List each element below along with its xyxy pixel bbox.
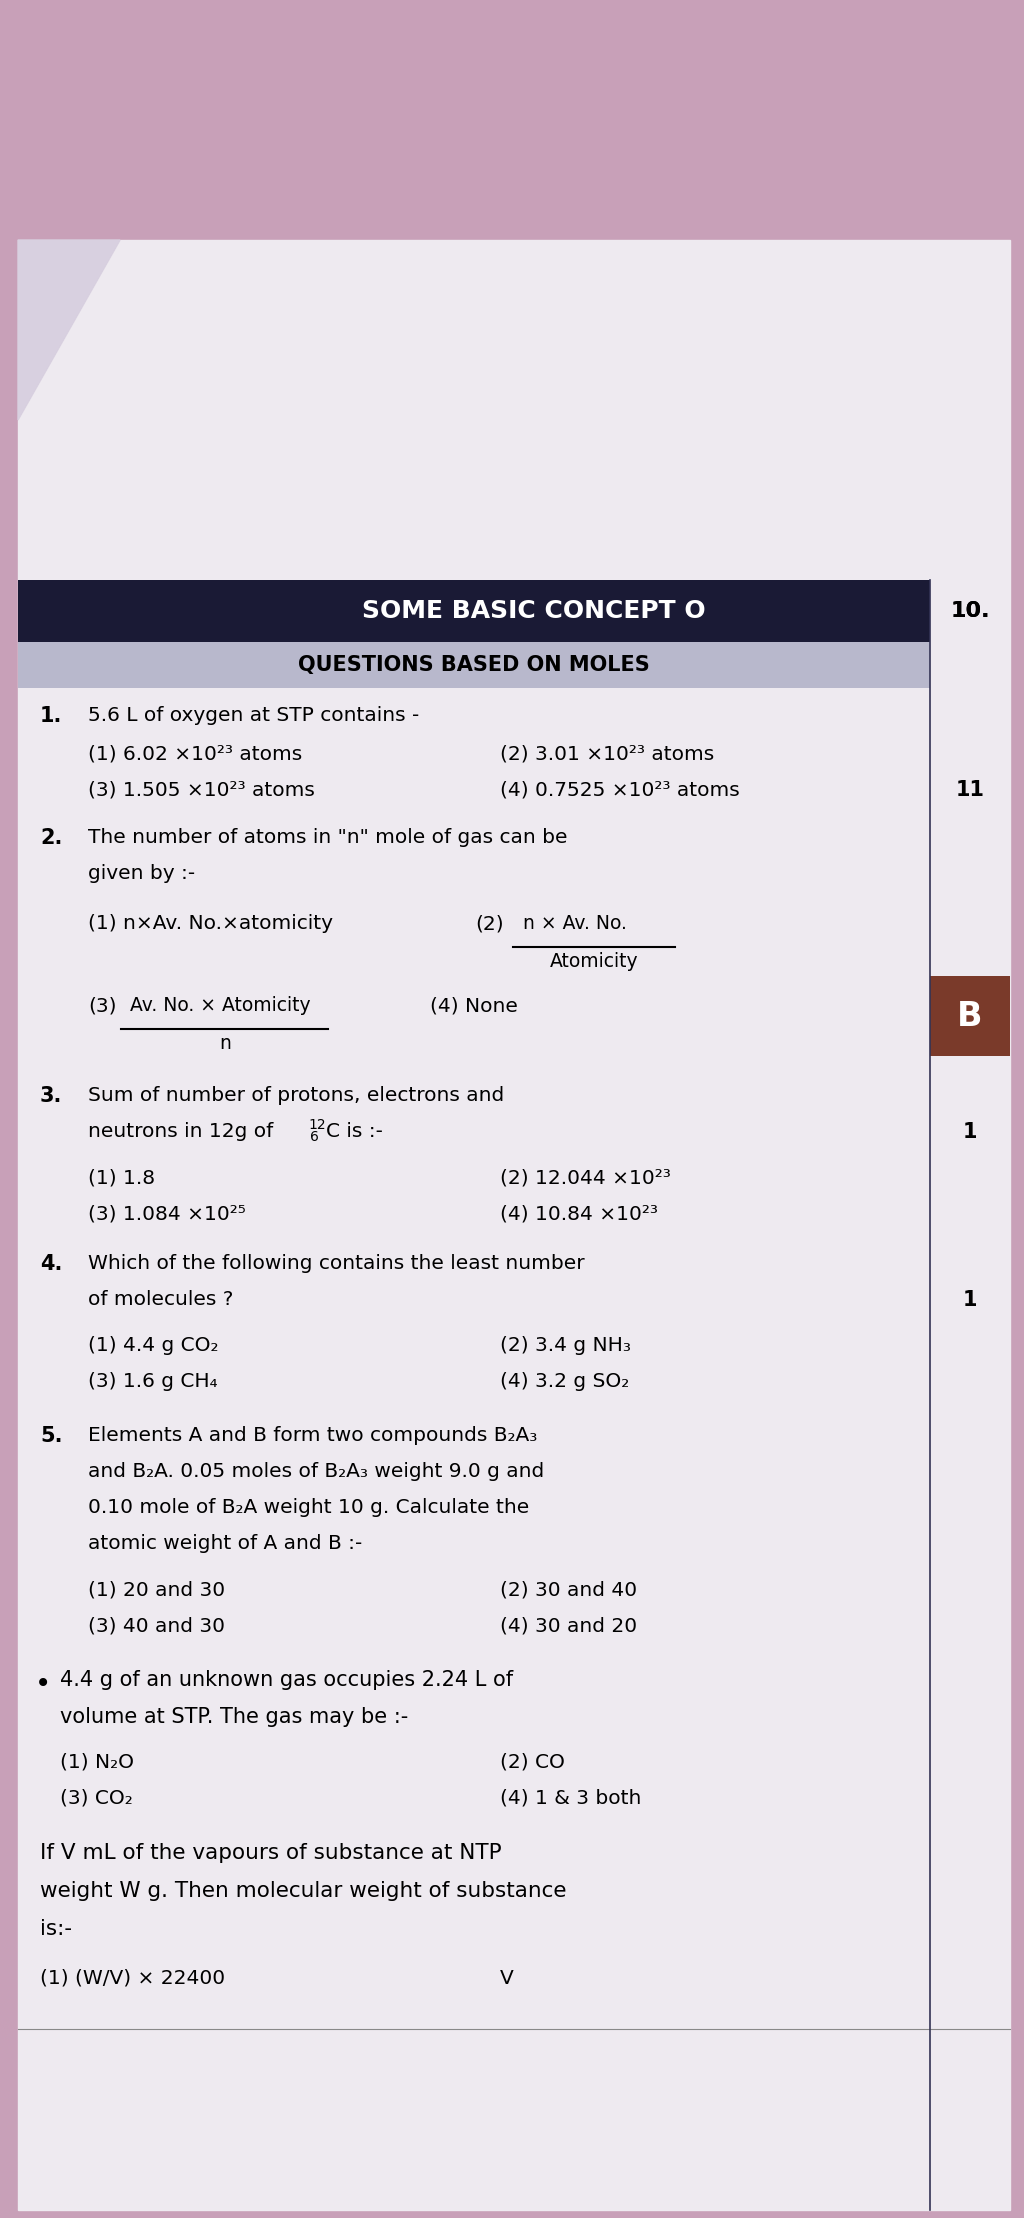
Text: (2): (2) xyxy=(475,914,504,934)
Text: is:-: is:- xyxy=(40,1919,72,1939)
Text: (1) N₂O: (1) N₂O xyxy=(60,1752,134,1772)
Text: Sum of number of protons, electrons and: Sum of number of protons, electrons and xyxy=(88,1087,504,1105)
Text: given by :-: given by :- xyxy=(88,865,196,883)
Text: 12: 12 xyxy=(308,1118,326,1131)
Text: (2) CO: (2) CO xyxy=(500,1752,565,1772)
Text: 3.: 3. xyxy=(40,1087,62,1107)
Text: (2) 3.01 ×10²³ atoms: (2) 3.01 ×10²³ atoms xyxy=(500,743,715,763)
Text: (2) 3.4 g NH₃: (2) 3.4 g NH₃ xyxy=(500,1335,631,1355)
Text: 10.: 10. xyxy=(950,601,990,621)
Text: (1) (W/V) × 22400: (1) (W/V) × 22400 xyxy=(40,1970,225,1987)
Text: (1) 6.02 ×10²³ atoms: (1) 6.02 ×10²³ atoms xyxy=(88,743,302,763)
FancyBboxPatch shape xyxy=(930,579,1010,641)
Text: If V mL of the vapours of substance at NTP: If V mL of the vapours of substance at N… xyxy=(40,1843,502,1863)
Text: Av. No. × Atomicity: Av. No. × Atomicity xyxy=(130,996,310,1016)
Text: (4) 3.2 g SO₂: (4) 3.2 g SO₂ xyxy=(500,1373,630,1391)
Text: (1) 1.8: (1) 1.8 xyxy=(88,1169,155,1187)
Text: The number of atoms in "n" mole of gas can be: The number of atoms in "n" mole of gas c… xyxy=(88,827,567,847)
Text: (4) None: (4) None xyxy=(430,996,518,1016)
Text: (1) 4.4 g CO₂: (1) 4.4 g CO₂ xyxy=(88,1335,218,1355)
Text: 2.: 2. xyxy=(40,827,62,847)
Text: (4) 30 and 20: (4) 30 and 20 xyxy=(500,1617,637,1635)
Polygon shape xyxy=(18,240,1010,2209)
Text: (3) 1.6 g CH₄: (3) 1.6 g CH₄ xyxy=(88,1373,218,1391)
Text: (2) 30 and 40: (2) 30 and 40 xyxy=(500,1579,637,1599)
Text: Elements A and B form two compounds B₂A₃: Elements A and B form two compounds B₂A₃ xyxy=(88,1426,538,1444)
Text: (2) 12.044 ×10²³: (2) 12.044 ×10²³ xyxy=(500,1169,671,1187)
Text: (1) n×Av. No.×atomicity: (1) n×Av. No.×atomicity xyxy=(88,914,333,934)
Text: n × Av. No.: n × Av. No. xyxy=(523,914,627,934)
Text: (3) 40 and 30: (3) 40 and 30 xyxy=(88,1617,225,1635)
Text: QUESTIONS BASED ON MOLES: QUESTIONS BASED ON MOLES xyxy=(298,654,650,674)
Text: Atomicity: Atomicity xyxy=(550,952,638,971)
Text: (1) 20 and 30: (1) 20 and 30 xyxy=(88,1579,225,1599)
Text: SOME BASIC CONCEPT O: SOME BASIC CONCEPT O xyxy=(362,599,706,623)
Text: (3) 1.084 ×10²⁵: (3) 1.084 ×10²⁵ xyxy=(88,1204,246,1222)
Text: 1: 1 xyxy=(963,1122,977,1142)
Text: 4.: 4. xyxy=(40,1253,62,1273)
Text: Which of the following contains the least number: Which of the following contains the leas… xyxy=(88,1253,585,1273)
Text: 1.: 1. xyxy=(40,705,62,725)
Text: (4) 10.84 ×10²³: (4) 10.84 ×10²³ xyxy=(500,1204,658,1222)
Text: (3) CO₂: (3) CO₂ xyxy=(60,1790,133,1808)
Text: C is :-: C is :- xyxy=(326,1122,383,1140)
Text: •: • xyxy=(35,1670,51,1699)
FancyBboxPatch shape xyxy=(930,976,1010,1056)
Text: weight W g. Then molecular weight of substance: weight W g. Then molecular weight of sub… xyxy=(40,1881,566,1901)
Text: atomic weight of A and B :-: atomic weight of A and B :- xyxy=(88,1535,362,1553)
Text: B: B xyxy=(957,1000,983,1034)
Text: 5.6 L of oxygen at STP contains -: 5.6 L of oxygen at STP contains - xyxy=(88,705,419,725)
Text: (3) 1.505 ×10²³ atoms: (3) 1.505 ×10²³ atoms xyxy=(88,781,314,798)
Text: 6: 6 xyxy=(310,1129,318,1144)
Text: 4.4 g of an unknown gas occupies 2.24 L of: 4.4 g of an unknown gas occupies 2.24 L … xyxy=(60,1670,513,1690)
Text: and B₂A. 0.05 moles of B₂A₃ weight 9.0 g and: and B₂A. 0.05 moles of B₂A₃ weight 9.0 g… xyxy=(88,1462,544,1482)
Text: 11: 11 xyxy=(955,781,984,801)
Text: (3): (3) xyxy=(88,996,117,1016)
Text: n: n xyxy=(219,1034,231,1054)
Polygon shape xyxy=(18,240,120,419)
FancyBboxPatch shape xyxy=(18,641,930,688)
Text: 1: 1 xyxy=(963,1291,977,1311)
Text: volume at STP. The gas may be :-: volume at STP. The gas may be :- xyxy=(60,1708,409,1728)
Text: (4) 1 & 3 both: (4) 1 & 3 both xyxy=(500,1790,641,1808)
Text: (4) 0.7525 ×10²³ atoms: (4) 0.7525 ×10²³ atoms xyxy=(500,781,739,798)
Text: 5.: 5. xyxy=(40,1426,62,1446)
FancyBboxPatch shape xyxy=(18,579,1010,641)
Text: 10.: 10. xyxy=(950,601,990,621)
Text: 0.10 mole of B₂A weight 10 g. Calculate the: 0.10 mole of B₂A weight 10 g. Calculate … xyxy=(88,1497,529,1517)
Text: V: V xyxy=(500,1970,514,1987)
Text: of molecules ?: of molecules ? xyxy=(88,1291,233,1309)
Text: neutrons in 12g of: neutrons in 12g of xyxy=(88,1122,280,1140)
